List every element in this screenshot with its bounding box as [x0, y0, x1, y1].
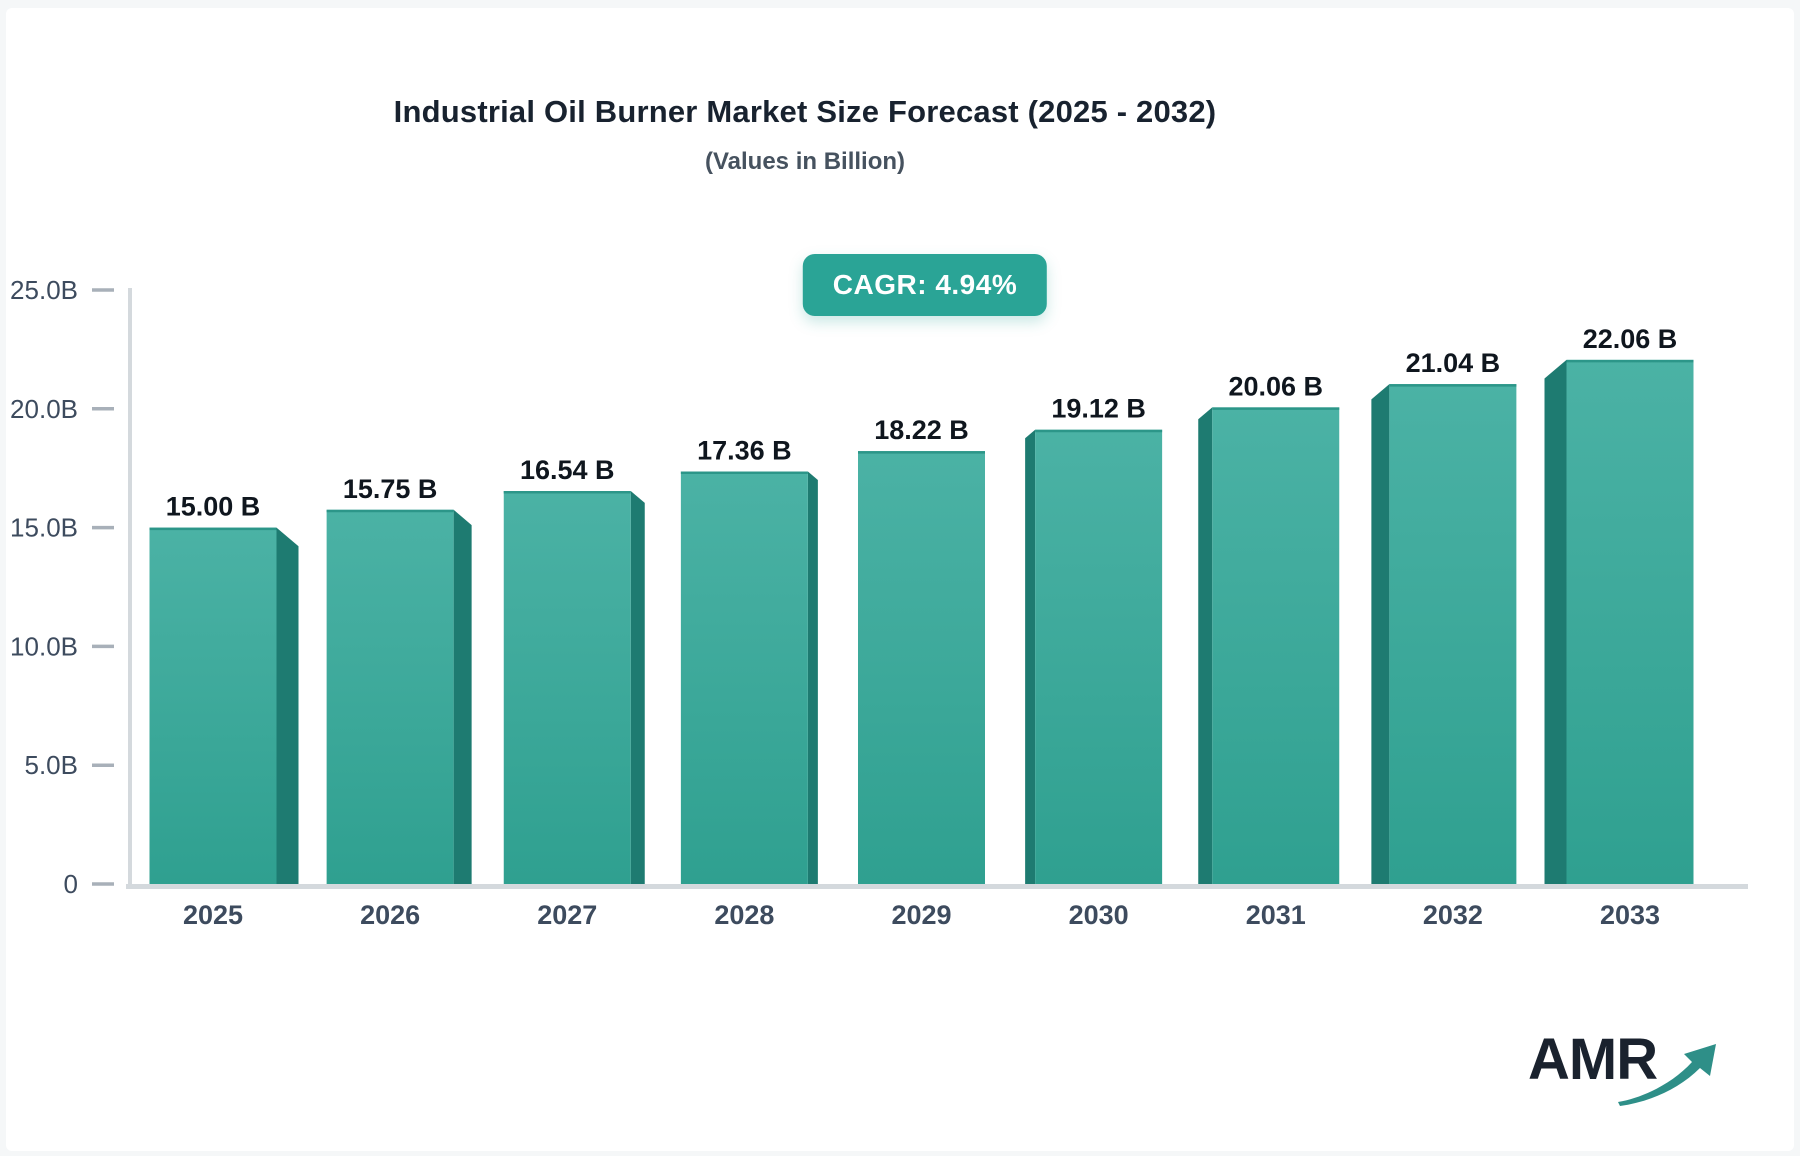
bar-2025: [149, 527, 299, 884]
x-tick-label: 2031: [1246, 900, 1306, 930]
bar-2032: [1371, 384, 1517, 884]
bar-side-face: [276, 527, 299, 884]
bar-2026: [326, 509, 472, 884]
axes: 0 5.0B 10.0B 15.0B 20.0B 25.0B: [10, 275, 1748, 899]
y-tick-label: 15.0B: [10, 513, 78, 543]
bar-2030: [1025, 429, 1163, 884]
bar-side-face: [453, 509, 472, 884]
x-tick-label: 2025: [183, 900, 243, 930]
bar-2031: [1198, 407, 1340, 884]
bar-value-label: 15.75 B: [343, 474, 438, 504]
bar: [149, 527, 277, 884]
chart-title: Industrial Oil Burner Market Size Foreca…: [393, 94, 1217, 129]
bar: [680, 471, 808, 884]
x-tick-label: 2029: [891, 900, 951, 930]
bar-value-label: 19.12 B: [1051, 394, 1146, 424]
chart-subtitle: (Values in Billion): [704, 148, 906, 175]
bar-2028: [680, 471, 818, 884]
bar-2033: [1544, 359, 1694, 885]
bars-group: [149, 359, 1694, 885]
x-tick-label: 2027: [537, 900, 597, 930]
y-tick-label: 5.0B: [25, 750, 79, 780]
bar: [503, 491, 631, 884]
bar-side-face: [807, 471, 818, 884]
x-tick-label: 2033: [1600, 900, 1660, 930]
bar-side-face: [1371, 384, 1390, 884]
bar-side-face: [1544, 359, 1567, 885]
bar-2029: [858, 451, 985, 884]
bar-value-label: 17.36 B: [697, 436, 792, 466]
bar-value-label: 16.54 B: [520, 455, 615, 485]
y-tick-label: 20.0B: [10, 394, 78, 424]
bar-side-face: [1198, 407, 1213, 884]
x-tick-label: 2028: [714, 900, 774, 930]
trend-arrow-icon: [1618, 1044, 1716, 1106]
y-tick-label: 0: [64, 869, 78, 899]
amr-logo: AMR: [1528, 1026, 1718, 1106]
bar: [1212, 407, 1340, 884]
cagr-badge: CAGR: 4.94%: [802, 254, 1048, 316]
bar: [858, 451, 985, 884]
x-tick-label: 2032: [1423, 900, 1483, 930]
bar: [1566, 359, 1694, 885]
x-tick-label: 2030: [1069, 900, 1129, 930]
x-tick-label: 2026: [360, 900, 420, 930]
bar-value-label: 18.22 B: [874, 415, 969, 445]
bar-value-label: 22.06 B: [1583, 324, 1678, 354]
bar-value-label: 21.04 B: [1406, 348, 1501, 378]
y-tick-label: 10.0B: [10, 631, 78, 661]
y-tick-label: 25.0B: [10, 275, 78, 305]
bar-value-label: 15.00 B: [166, 492, 261, 522]
bar: [1389, 384, 1517, 884]
labels-group: 15.00 B 2025 15.75 B 2026 16.54 B 2027 17.36 B…: [166, 324, 1678, 930]
bar-side-face: [630, 491, 645, 884]
bar-2027: [503, 491, 645, 884]
amr-logo-text: AMR: [1528, 1027, 1658, 1092]
bar: [326, 509, 454, 884]
bar-side-face: [1025, 429, 1036, 884]
bar-value-label: 20.06 B: [1228, 371, 1323, 401]
bar: [1035, 429, 1163, 884]
